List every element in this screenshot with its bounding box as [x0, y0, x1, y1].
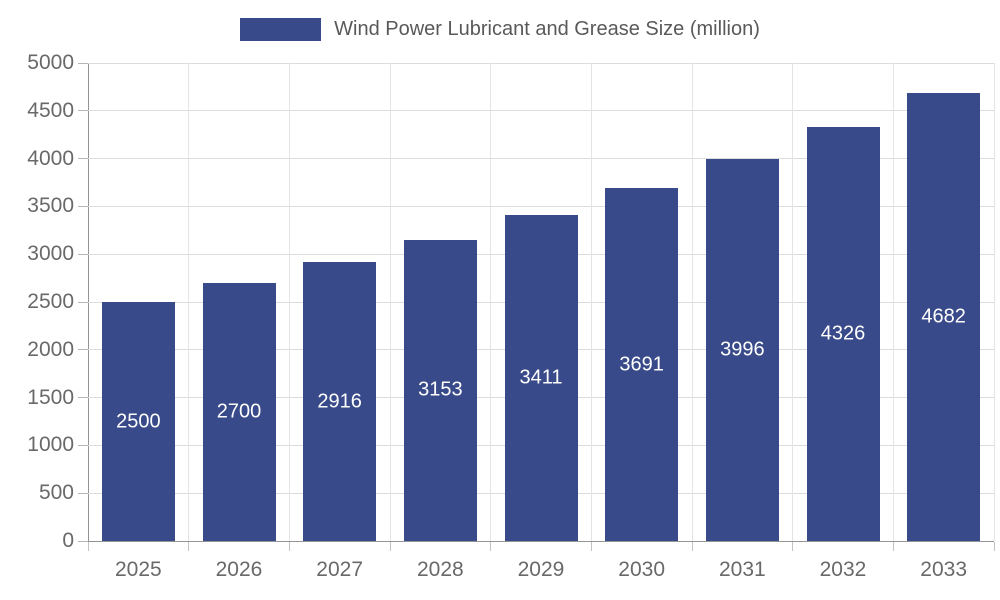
- bar: 2916: [303, 262, 377, 541]
- y-tick-label: 0: [62, 529, 74, 552]
- bar-value-label: 3691: [619, 353, 664, 376]
- bar: 4682: [907, 93, 981, 541]
- y-tick-mark: [78, 301, 88, 303]
- y-tick-mark: [78, 540, 88, 542]
- legend: Wind Power Lubricant and Grease Size (mi…: [0, 16, 1000, 42]
- x-gridline: [188, 63, 190, 541]
- x-tick-label: 2026: [215, 558, 263, 581]
- y-gridline: [88, 110, 994, 112]
- bar: 3411: [504, 214, 578, 541]
- y-tick-mark: [78, 110, 88, 112]
- bar-value-label: 3996: [720, 338, 765, 361]
- chart-title: Wind Power Lubricant and Grease Size (mi…: [334, 17, 760, 40]
- y-tick-mark: [78, 62, 88, 64]
- plot-area: 2500 2700 2916 3153 3411 3691 3996 4326 4682: [88, 62, 995, 541]
- bar-value-label: 2916: [317, 390, 362, 413]
- y-tick-mark: [78, 397, 88, 399]
- x-gridline: [288, 63, 290, 541]
- x-tick-label: 2028: [416, 558, 464, 581]
- x-tick-mark: [188, 542, 190, 551]
- y-tick-label: 4500: [27, 98, 74, 122]
- y-tick-mark: [78, 253, 88, 255]
- x-tick-label: 2029: [517, 558, 565, 581]
- x-gridline: [590, 63, 592, 541]
- bar: 4326: [806, 127, 880, 541]
- bar: 3996: [705, 158, 779, 541]
- x-tick-label: 2027: [316, 558, 364, 581]
- y-tick-mark: [78, 444, 88, 446]
- y-tick-label: 500: [38, 481, 74, 505]
- x-gridline: [389, 63, 391, 541]
- bar-value-label: 4682: [921, 305, 966, 328]
- y-gridline: [88, 62, 994, 64]
- y-tick-label: 3500: [27, 194, 74, 218]
- bar-value-label: 3153: [418, 378, 463, 401]
- y-tick-label: 5000: [27, 51, 74, 74]
- bar-value-label: 2500: [116, 410, 161, 432]
- bar: 2700: [202, 282, 276, 541]
- x-tick-mark: [288, 542, 290, 551]
- bar: 2500: [101, 302, 175, 541]
- x-tick-mark: [993, 542, 995, 551]
- x-gridline: [993, 63, 995, 541]
- x-tick-label: 2033: [920, 558, 968, 581]
- y-gridline: [88, 158, 994, 160]
- y-tick-label: 2500: [27, 290, 74, 313]
- x-tick-label: 2030: [618, 558, 666, 581]
- legend-swatch: [240, 17, 322, 41]
- x-tick-mark: [389, 542, 391, 551]
- x-gridline: [892, 63, 894, 541]
- y-tick-label: 4000: [27, 146, 74, 170]
- bar-value-label: 4326: [820, 322, 866, 345]
- y-gridline: [88, 205, 994, 207]
- x-tick-label: 2025: [114, 558, 162, 581]
- y-tick-mark: [78, 492, 88, 494]
- x-tick-mark: [792, 542, 794, 551]
- y-tick-label: 3000: [27, 242, 74, 266]
- bar: 3691: [605, 188, 679, 541]
- x-tick-mark: [691, 542, 693, 551]
- x-tick-mark: [892, 542, 894, 551]
- bar: 3153: [403, 239, 477, 541]
- y-tick-label: 2000: [27, 337, 74, 361]
- y-tick-mark: [78, 158, 88, 160]
- x-tick-mark: [87, 542, 89, 551]
- y-tick-label: 1000: [27, 433, 74, 457]
- x-gridline: [490, 63, 492, 541]
- x-tick-label: 2031: [718, 558, 766, 581]
- bar-value-label: 3411: [519, 366, 563, 389]
- x-tick-mark: [490, 542, 492, 551]
- x-tick-mark: [590, 542, 592, 551]
- y-tick-mark: [78, 205, 88, 207]
- x-axis-line: [78, 541, 994, 542]
- y-tick-label: 1500: [27, 385, 74, 409]
- bar-value-label: 2700: [216, 400, 262, 423]
- x-gridline: [792, 63, 794, 541]
- x-tick-label: 2032: [819, 558, 867, 581]
- x-gridline: [691, 63, 693, 541]
- y-tick-mark: [78, 349, 88, 351]
